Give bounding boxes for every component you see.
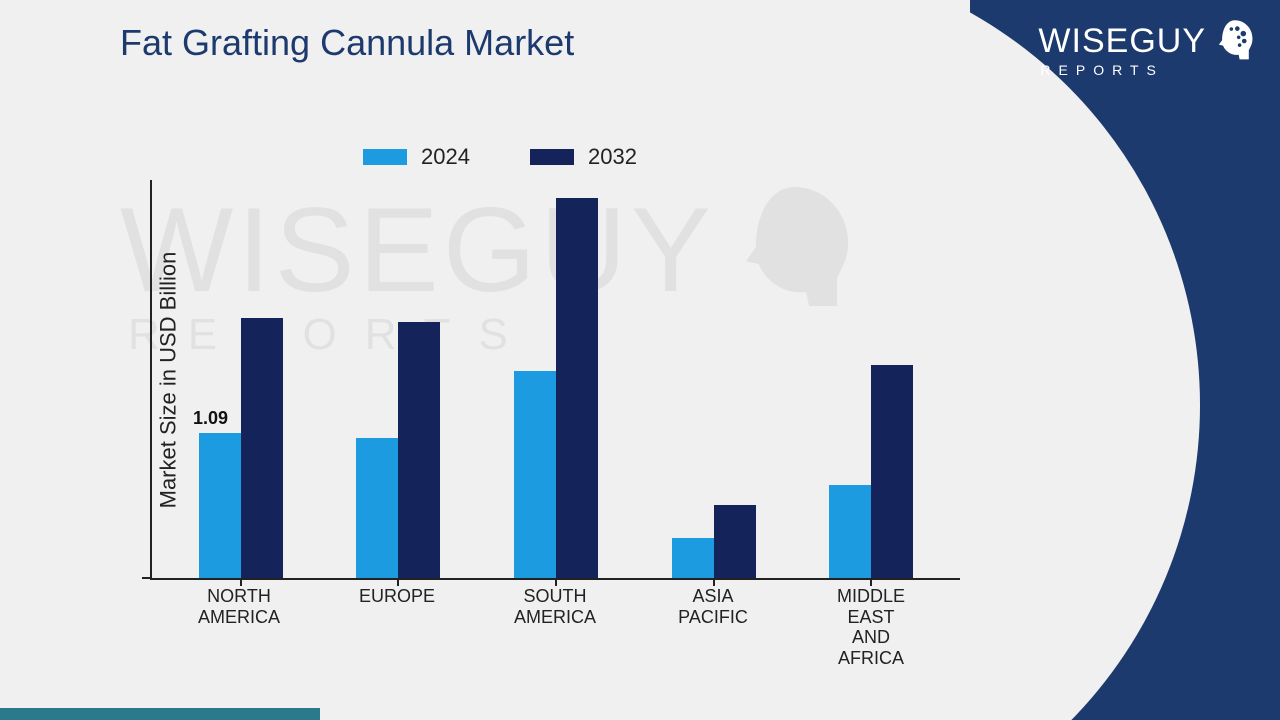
canvas: WISE GUY REPORTS WISE GUY REPORTS Fat Gr… bbox=[0, 0, 1280, 720]
legend-swatch-2032 bbox=[530, 149, 574, 165]
bar-group bbox=[477, 198, 635, 578]
bar bbox=[714, 505, 756, 578]
bar bbox=[398, 322, 440, 578]
bar-value-label: 1.09 bbox=[193, 408, 228, 429]
bar-group: 1.09 bbox=[162, 318, 320, 578]
x-axis-label: ASIA PACIFIC bbox=[634, 586, 792, 669]
legend-item-2032: 2032 bbox=[530, 144, 637, 170]
brand-subline: REPORTS bbox=[1038, 62, 1258, 78]
bar bbox=[871, 365, 913, 578]
brand-word-2: GUY bbox=[1129, 22, 1206, 61]
bar-group bbox=[320, 322, 478, 578]
bottom-accent-bar bbox=[0, 708, 320, 720]
bar bbox=[241, 318, 283, 578]
y-tick bbox=[142, 577, 152, 579]
legend-swatch-2024 bbox=[363, 149, 407, 165]
legend-item-2024: 2024 bbox=[363, 144, 470, 170]
legend-label-2024: 2024 bbox=[421, 144, 470, 170]
brand-word-1: WISE bbox=[1038, 22, 1129, 61]
right-sidebar bbox=[970, 0, 1280, 720]
x-axis-label: NORTH AMERICA bbox=[160, 586, 318, 669]
plot: 1.09 bbox=[150, 180, 960, 580]
bar bbox=[356, 438, 398, 578]
bar bbox=[514, 371, 556, 578]
x-axis-labels: NORTH AMERICAEUROPESOUTH AMERICAASIA PAC… bbox=[150, 580, 960, 669]
bar-groups: 1.09 bbox=[152, 180, 960, 578]
chart-title: Fat Grafting Cannula Market bbox=[120, 22, 574, 64]
bar-group bbox=[635, 505, 793, 578]
bar bbox=[556, 198, 598, 578]
legend: 2024 2032 bbox=[0, 144, 1000, 170]
bar-group bbox=[792, 365, 950, 578]
bar bbox=[829, 485, 871, 578]
head-icon bbox=[1212, 18, 1258, 64]
brand-logo: WISE GUY REPORTS bbox=[1038, 18, 1258, 78]
bar bbox=[199, 433, 241, 578]
x-axis-label: EUROPE bbox=[318, 586, 476, 669]
x-axis-label: MIDDLE EAST AND AFRICA bbox=[792, 586, 950, 669]
x-axis-label: SOUTH AMERICA bbox=[476, 586, 634, 669]
bar bbox=[672, 538, 714, 578]
legend-label-2032: 2032 bbox=[588, 144, 637, 170]
chart-area: Market Size in USD Billion 1.09 NORTH AM… bbox=[100, 180, 960, 580]
